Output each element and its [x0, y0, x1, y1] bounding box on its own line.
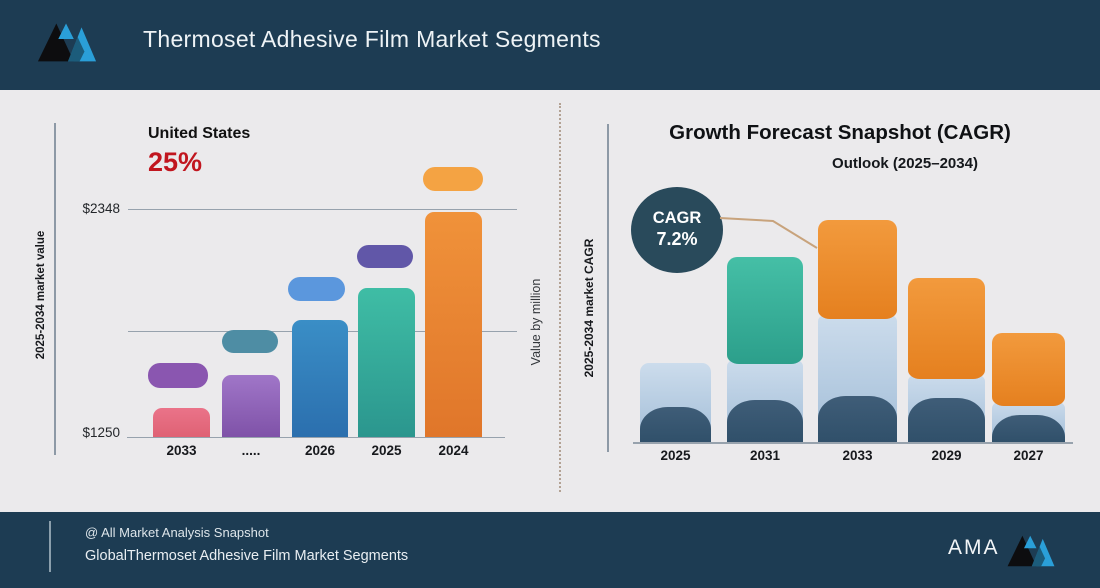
right-chart-title: Growth Forecast Snapshot (CAGR): [669, 121, 1011, 144]
right-bar-dark-2027: [992, 415, 1065, 442]
left-chart-y-axis: [54, 123, 56, 455]
left-chart-x-label: 2025: [371, 443, 402, 458]
section-divider: [559, 103, 561, 492]
right-chart-y-axis: [607, 124, 609, 452]
right-bar-top-2031: [727, 257, 803, 364]
left-chart-bar-.....: [222, 375, 280, 437]
right-bar-top-2029: [908, 278, 985, 379]
left-chart-region-label: United States: [148, 125, 251, 142]
footer-ama-logo-icon: [1007, 535, 1055, 567]
right-chart-y-axis-label: 2025-2034 market CAGR: [582, 238, 596, 378]
left-chart-x-label: 2026: [304, 443, 336, 458]
cagr-badge-value: 7.2%: [656, 229, 698, 250]
right-chart-x-label: 2029: [931, 448, 962, 463]
left-chart-y-tick-1250: $1250: [82, 425, 120, 440]
cagr-badge-label: CAGR: [652, 209, 702, 228]
ama-logo-icon: [37, 23, 97, 62]
left-chart-y-axis-label: 2025-2034 market value: [35, 230, 47, 360]
left-chart-x-label: 2033: [166, 443, 197, 458]
footer-brand-text: AMA: [948, 536, 1000, 559]
left-chart-bar-2025: [358, 288, 415, 437]
right-bar-dark-2031: [727, 400, 803, 442]
footer-divider-line: [49, 521, 51, 572]
header-bar: Thermoset Adhesive Film Market Segments: [0, 0, 1100, 90]
right-bar-dark-2029: [908, 398, 985, 442]
right-bar-dark-2025: [640, 407, 711, 442]
left-chart-gridline: [128, 209, 517, 210]
left-chart-y-tick-2348: $2348: [82, 201, 120, 216]
right-chart-x-label: 2031: [749, 448, 781, 463]
left-chart-bar-cap-.....: [222, 330, 278, 353]
right-bar-dark-2033: [818, 396, 897, 442]
left-chart-bar-cap-2025: [357, 245, 413, 268]
cagr-badge: CAGR 7.2%: [631, 187, 723, 273]
right-chart-x-label: 2025: [660, 448, 691, 463]
left-chart-x-label: .....: [241, 443, 261, 458]
right-chart-baseline: [633, 442, 1073, 444]
right-chart-subtitle: Outlook (2025–2034): [832, 155, 978, 172]
left-chart-bar-2026: [292, 320, 348, 437]
left-chart-bar-cap-2026: [288, 277, 345, 301]
page-title: Thermoset Adhesive Film Market Segments: [143, 26, 601, 52]
footer-report-title: GlobalThermoset Adhesive Film Market Seg…: [85, 548, 409, 564]
left-chart-bar-cap-2033: [148, 363, 208, 388]
footer-bar: @ All Market Analysis Snapshot GlobalThe…: [0, 512, 1100, 588]
left-chart-bar-2024: [425, 212, 482, 437]
left-chart-gridline: [127, 437, 505, 438]
left-chart-highlight-value: 25%: [148, 147, 203, 177]
right-chart-x-label: 2033: [842, 448, 873, 463]
left-chart-bar-cap-2024: [423, 167, 483, 191]
right-chart-x-label: 2027: [1013, 448, 1044, 463]
footer-snapshot-text: @ All Market Analysis Snapshot: [85, 525, 269, 540]
value-axis-label: Value by million: [529, 278, 543, 366]
right-bar-top-2033: [818, 220, 897, 319]
left-chart-x-label: 2024: [438, 443, 469, 458]
right-bar-top-2027: [992, 333, 1065, 406]
left-chart-bar-2033: [153, 408, 210, 437]
